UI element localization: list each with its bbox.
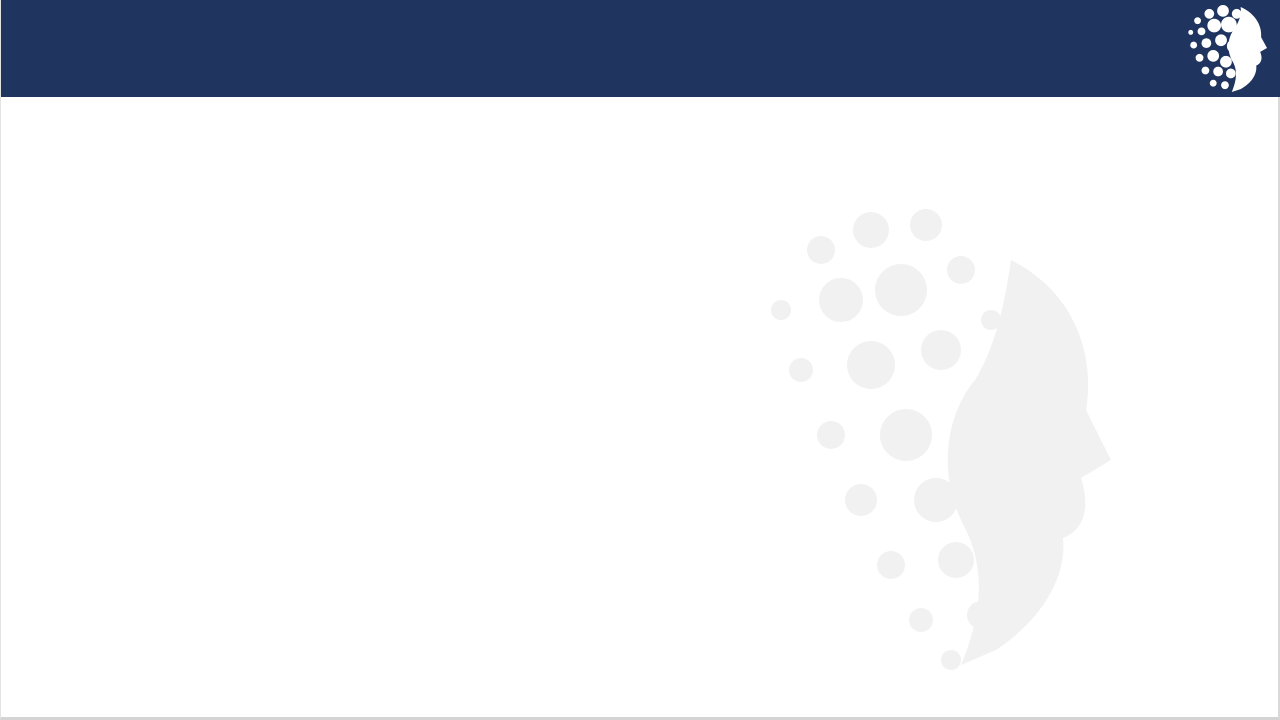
logo-wordmark bbox=[1169, 47, 1175, 51]
plot-area bbox=[1, 97, 1280, 717]
dotted-face-icon bbox=[1188, 4, 1267, 92]
wise-guy-reports-logo bbox=[1169, 0, 1280, 97]
header-bar bbox=[1, 0, 1280, 97]
watermark-dotted-face bbox=[771, 209, 1111, 670]
